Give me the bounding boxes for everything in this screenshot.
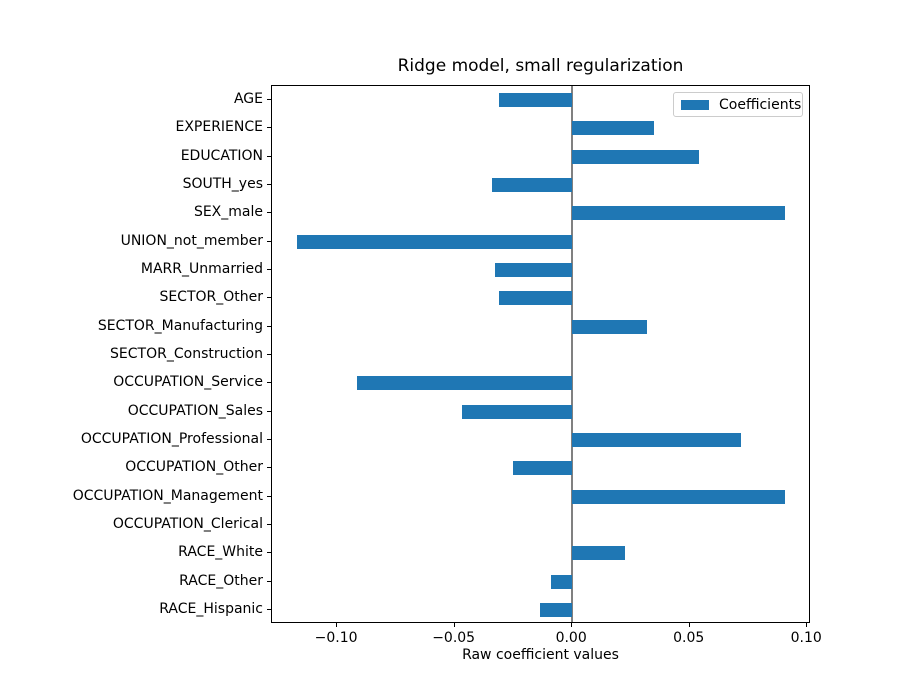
y-tick-mark <box>267 552 271 554</box>
y-tick-label-RACE_Hispanic: RACE_Hispanic <box>159 600 263 617</box>
bar-EXPERIENCE <box>572 121 655 136</box>
y-tick-mark <box>267 184 271 186</box>
y-tick-label-OCCUPATION_Other: OCCUPATION_Other <box>125 459 263 476</box>
y-tick-label-AGE: AGE <box>233 91 263 108</box>
y-tick-mark <box>267 297 271 299</box>
bar-OCCUPATION_Professional <box>572 432 742 447</box>
y-tick-label-OCCUPATION_Service: OCCUPATION_Service <box>113 374 263 391</box>
x-tick-mark <box>688 623 690 627</box>
y-tick-label-OCCUPATION_Sales: OCCUPATION_Sales <box>127 402 263 419</box>
y-tick-label-UNION_not_member: UNION_not_member <box>120 232 263 249</box>
y-tick-mark <box>267 438 271 440</box>
y-tick-label-OCCUPATION_Clerical: OCCUPATION_Clerical <box>112 515 263 532</box>
bar-OCCUPATION_Sales <box>461 404 573 419</box>
y-tick-label-RACE_Other: RACE_Other <box>179 572 263 589</box>
x-tick-mark <box>336 623 338 627</box>
y-tick-label-OCCUPATION_Management: OCCUPATION_Management <box>72 487 263 504</box>
x-tick-label-0.10: 0.10 <box>790 630 822 646</box>
bar-EDUCATION <box>572 149 700 164</box>
y-tick-mark <box>267 325 271 327</box>
y-tick-mark <box>267 608 271 610</box>
y-tick-mark <box>267 495 271 497</box>
bar-SOUTH_yes <box>492 178 573 193</box>
bar-UNION_not_member <box>297 234 573 249</box>
y-tick-mark <box>267 580 271 582</box>
bar-SEX_male <box>572 206 785 221</box>
y-tick-mark <box>267 382 271 384</box>
bar-MARR_Unmarried <box>494 263 573 278</box>
zero-line <box>571 86 574 622</box>
x-tick-mark <box>571 623 573 627</box>
bar-OCCUPATION_Management <box>572 489 785 504</box>
plot-area: Coefficients <box>271 85 810 623</box>
y-tick-mark <box>267 410 271 412</box>
x-tick-label-0.05: 0.05 <box>673 630 705 646</box>
y-tick-mark <box>267 212 271 214</box>
y-tick-mark <box>267 354 271 355</box>
bar-AGE <box>499 93 573 108</box>
y-tick-mark <box>267 467 271 469</box>
y-tick-mark <box>267 155 271 157</box>
y-tick-mark <box>267 240 271 242</box>
y-tick-label-SECTOR_Manufacturing: SECTOR_Manufacturing <box>97 317 263 334</box>
bar-OCCUPATION_Other <box>513 461 573 476</box>
y-tick-label-SEX_male: SEX_male <box>193 204 263 221</box>
x-tick-mark <box>453 623 455 627</box>
x-tick-mark <box>806 623 808 627</box>
legend: Coefficients <box>673 92 803 117</box>
y-tick-label-EDUCATION: EDUCATION <box>180 147 263 164</box>
bar-SECTOR_Other <box>499 291 573 306</box>
y-tick-mark <box>267 269 271 271</box>
x-tick-label-−0.10: −0.10 <box>314 630 358 646</box>
y-tick-label-SECTOR_Other: SECTOR_Other <box>159 289 263 306</box>
y-tick-label-SECTOR_Construction: SECTOR_Construction <box>110 346 263 362</box>
y-tick-mark <box>267 99 271 101</box>
x-axis-label: Raw coefficient values <box>462 647 619 663</box>
y-tick-label-MARR_Unmarried: MARR_Unmarried <box>140 261 263 278</box>
bar-RACE_White <box>572 546 625 561</box>
bar-OCCUPATION_Service <box>357 376 573 391</box>
bar-RACE_Other <box>551 574 573 589</box>
y-tick-mark <box>267 127 271 129</box>
y-tick-label-RACE_White: RACE_White <box>178 544 263 561</box>
y-tick-label-EXPERIENCE: EXPERIENCE <box>175 119 263 136</box>
x-tick-label-0.00: 0.00 <box>555 630 587 646</box>
x-tick-label-−0.05: −0.05 <box>432 630 476 646</box>
legend-label: Coefficients <box>719 96 802 113</box>
y-tick-mark <box>267 523 271 525</box>
legend-swatch-coefficients <box>681 99 709 110</box>
y-tick-label-OCCUPATION_Professional: OCCUPATION_Professional <box>80 430 263 447</box>
chart-title: Ridge model, small regularization <box>397 56 684 76</box>
y-tick-label-SOUTH_yes: SOUTH_yes <box>182 176 263 193</box>
bar-SECTOR_Manufacturing <box>572 319 647 334</box>
bar-RACE_Hispanic <box>540 602 573 617</box>
